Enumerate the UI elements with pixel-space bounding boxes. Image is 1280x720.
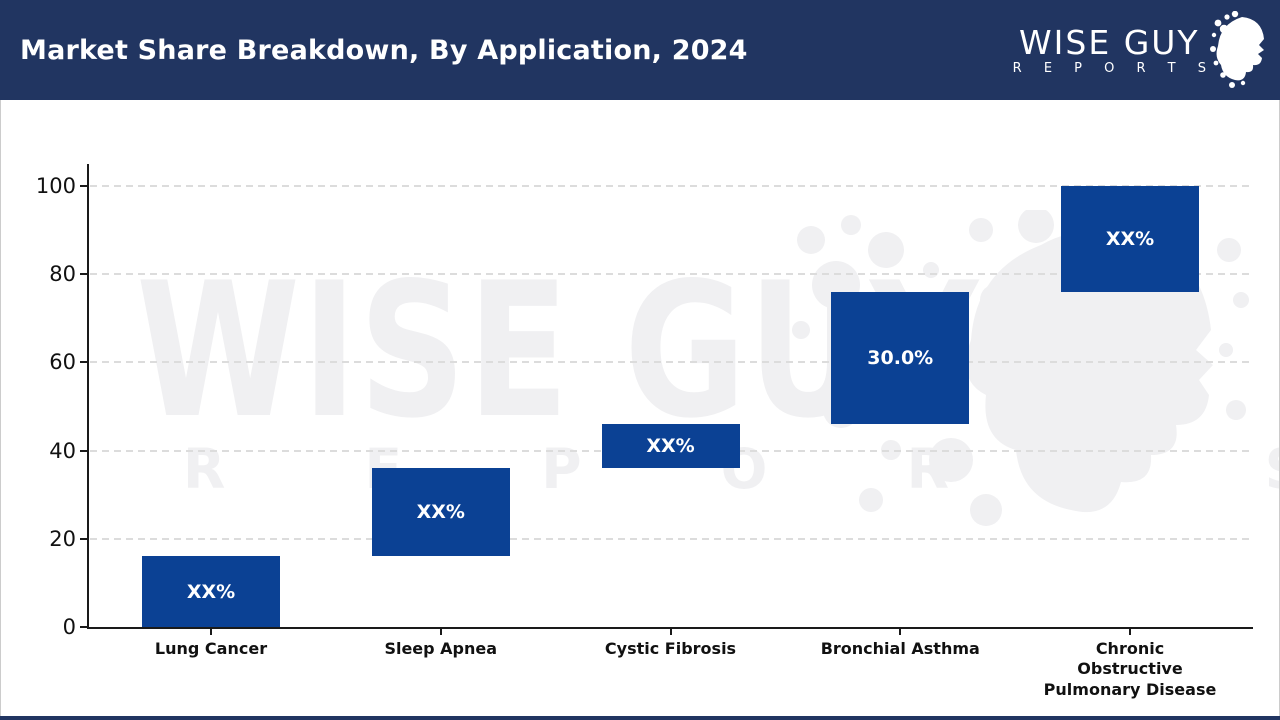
bar-value-label-bronchial-asthma: 30.0%	[867, 346, 934, 369]
bar-value-label-sleep-apnea: XX%	[416, 501, 465, 524]
x-tick-mark-chronic-obstructive-pulmonary-disease	[1129, 627, 1131, 635]
x-tick-mark-cystic-fibrosis	[669, 627, 672, 635]
bar-value-label-lung-cancer: XX%	[186, 580, 236, 603]
footer-bar	[0, 716, 1280, 720]
gridline-60	[90, 361, 1253, 364]
y-axis-line	[87, 164, 89, 629]
x-tick-mark-lung-cancer	[210, 627, 212, 635]
y-tick-label-40: 40	[49, 438, 76, 463]
dotted-head-icon	[1210, 11, 1264, 88]
x-category-label-cystic-fibrosis: Cystic Fibrosis	[604, 639, 737, 658]
y-tick-label-0: 0	[62, 615, 76, 639]
y-tick-mark-60	[80, 361, 88, 364]
bar-value-label-chronic-obstructive-pulmonary-disease: XX%	[1105, 227, 1155, 250]
header-bar: Market Share Breakdown, By Application, …	[0, 0, 1280, 100]
gridline-80	[90, 273, 1253, 276]
bar-value-label-cystic-fibrosis: XX%	[646, 435, 695, 458]
x-category-label-bronchial-asthma: Bronchial Asthma	[820, 639, 980, 658]
logo-subtitle: R E P O R T S	[1012, 60, 1215, 76]
bar-lung-cancer: XX%	[142, 556, 280, 627]
wise-guy-logo-text: WISE GUY R E P O R T S	[1013, 26, 1206, 75]
x-tick-mark-bronchial-asthma	[899, 627, 902, 635]
y-tick-label-80: 80	[49, 262, 76, 287]
wise-guy-logo: WISE GUY R E P O R T S	[1013, 11, 1266, 89]
y-tick-mark-40	[80, 449, 88, 452]
y-tick-mark-20	[80, 537, 88, 540]
x-axis-line	[87, 627, 1253, 629]
y-tick-label-100: 100	[35, 174, 76, 198]
x-category-label-sleep-apnea: Sleep Apnea	[384, 639, 498, 658]
x-category-label-lung-cancer: Lung Cancer	[154, 639, 268, 658]
bar-sleep-apnea: XX%	[371, 468, 510, 557]
page-title: Market Share Breakdown, By Application, …	[20, 34, 748, 66]
y-tick-label-20: 20	[49, 526, 76, 551]
gridline-20	[90, 537, 1253, 540]
gridline-100	[90, 185, 1253, 187]
y-tick-label-60: 60	[49, 350, 76, 375]
bar-chronic-obstructive-pulmonary-disease: XX%	[1061, 186, 1199, 292]
bar-bronchial-asthma: 30.0%	[831, 291, 970, 425]
y-tick-mark-0	[80, 626, 88, 628]
y-tick-mark-100	[80, 185, 88, 187]
logo-wordmark: WISE GUY	[1019, 22, 1200, 62]
x-tick-mark-sleep-apnea	[439, 627, 442, 635]
y-tick-mark-80	[80, 273, 88, 276]
x-category-label-chronic-obstructive-pulmonary-disease: Chronic Obstructive Pulmonary Disease	[1043, 639, 1217, 699]
bar-cystic-fibrosis: XX%	[601, 424, 740, 469]
